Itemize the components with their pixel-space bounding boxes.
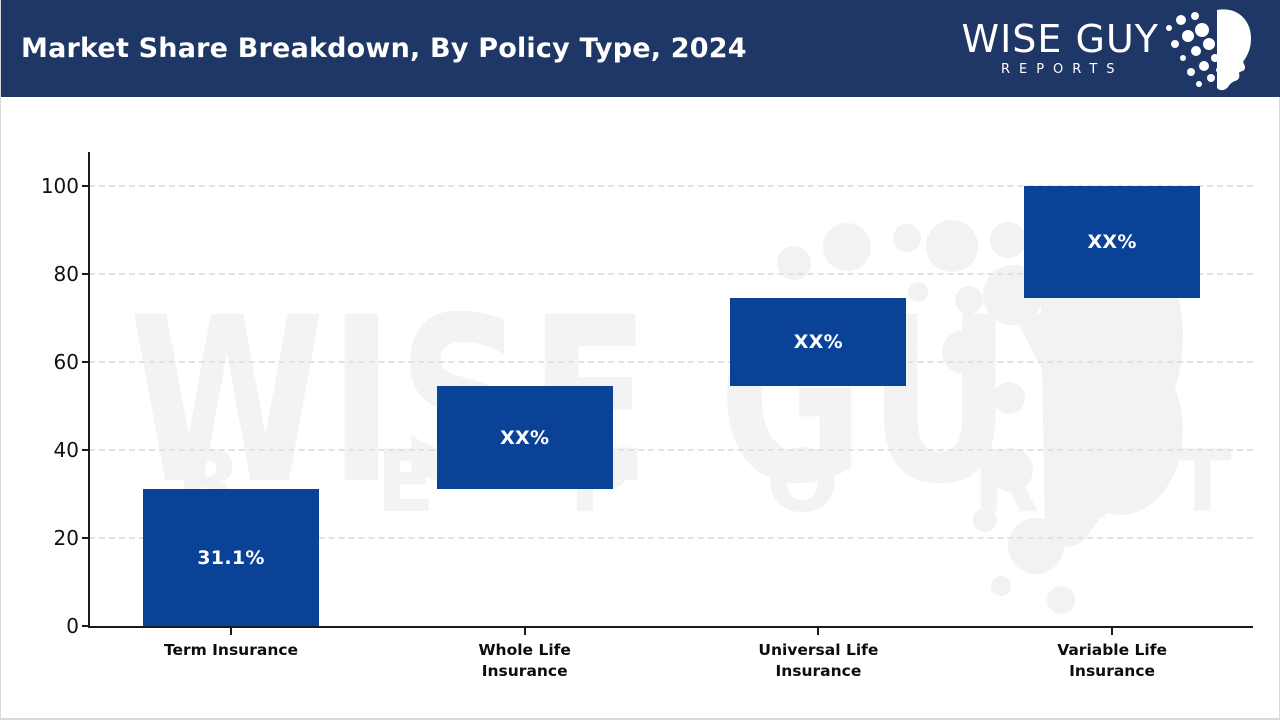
y-gridline: [89, 537, 1253, 539]
y-axis-tick-label: 40: [53, 438, 79, 462]
y-gridline: [89, 185, 1253, 187]
bar-value-label: XX%: [793, 330, 844, 353]
waterfall-bar-term-insurance: 31.1%: [143, 489, 319, 626]
page-title: Market Share Breakdown, By Policy Type, …: [21, 33, 747, 64]
waterfall-bar-universal-life-insurance: XX%: [730, 297, 907, 387]
waterfall-bar-variable-life-insurance: XX%: [1024, 186, 1201, 298]
y-axis-tick: [82, 185, 89, 187]
y-axis-tick-label: 60: [53, 350, 79, 374]
y-axis-tick-label: 100: [40, 174, 79, 198]
x-axis-tick: [817, 628, 820, 635]
logo-wordmark: WISE GUY: [961, 17, 1159, 61]
logo-text: WISE GUY REPORTS: [962, 20, 1159, 77]
face-profile-icon: [1166, 8, 1251, 90]
y-gridline: [89, 273, 1253, 275]
y-axis-tick: [82, 625, 89, 627]
y-gridline: [89, 361, 1253, 363]
y-axis-tick: [82, 361, 89, 363]
category-label: Variable Life Insurance: [1057, 641, 1167, 680]
y-axis-tick-label: 0: [66, 614, 79, 638]
x-axis-tick: [523, 628, 526, 635]
category-label: Universal Life Insurance: [758, 641, 879, 680]
x-axis-tick: [1111, 628, 1114, 635]
category-label: Whole Life Insurance: [478, 641, 571, 680]
x-axis-tick: [230, 628, 232, 635]
header: Market Share Breakdown, By Policy Type, …: [1, 0, 1280, 97]
y-axis-tick-label: 20: [53, 526, 79, 550]
y-axis-tick: [82, 449, 89, 451]
y-gridline: [89, 449, 1253, 451]
waterfall-bar-whole-life-insurance: XX%: [436, 386, 613, 490]
y-axis-tick: [82, 537, 89, 539]
bar-value-label: 31.1%: [197, 546, 265, 569]
y-axis-tick-label: 80: [53, 262, 79, 286]
category-label: Term Insurance: [163, 641, 299, 659]
wise-guy-reports-logo: WISE GUY REPORTS: [962, 6, 1253, 92]
x-axis-line: [88, 626, 1253, 628]
bar-value-label: XX%: [1087, 230, 1137, 253]
y-axis-line: [88, 152, 90, 628]
bar-value-label: XX%: [500, 426, 550, 449]
y-axis-tick: [82, 273, 89, 275]
logo-subtitle: REPORTS: [1000, 62, 1124, 77]
